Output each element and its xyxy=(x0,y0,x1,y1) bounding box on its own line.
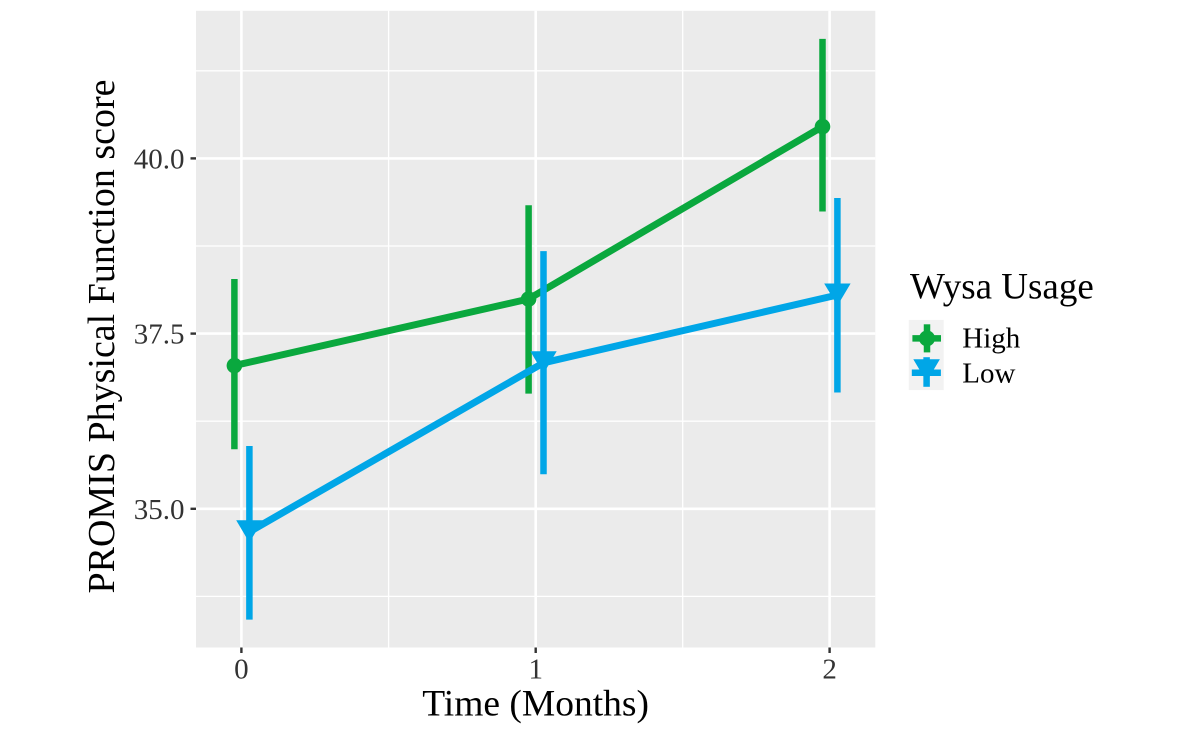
svg-text:1: 1 xyxy=(528,654,543,686)
svg-text:40.0: 40.0 xyxy=(134,144,185,176)
svg-text:PROMIS Physical Function score: PROMIS Physical Function score xyxy=(81,79,123,593)
svg-text:Low: Low xyxy=(962,358,1015,390)
svg-text:35.0: 35.0 xyxy=(134,494,185,526)
svg-text:High: High xyxy=(962,323,1021,355)
svg-text:Wysa Usage: Wysa Usage xyxy=(910,267,1094,308)
svg-text:Time (Months): Time (Months) xyxy=(422,683,649,724)
svg-text:2: 2 xyxy=(822,654,837,686)
svg-text:0: 0 xyxy=(234,654,249,686)
svg-text:37.5: 37.5 xyxy=(134,319,185,351)
